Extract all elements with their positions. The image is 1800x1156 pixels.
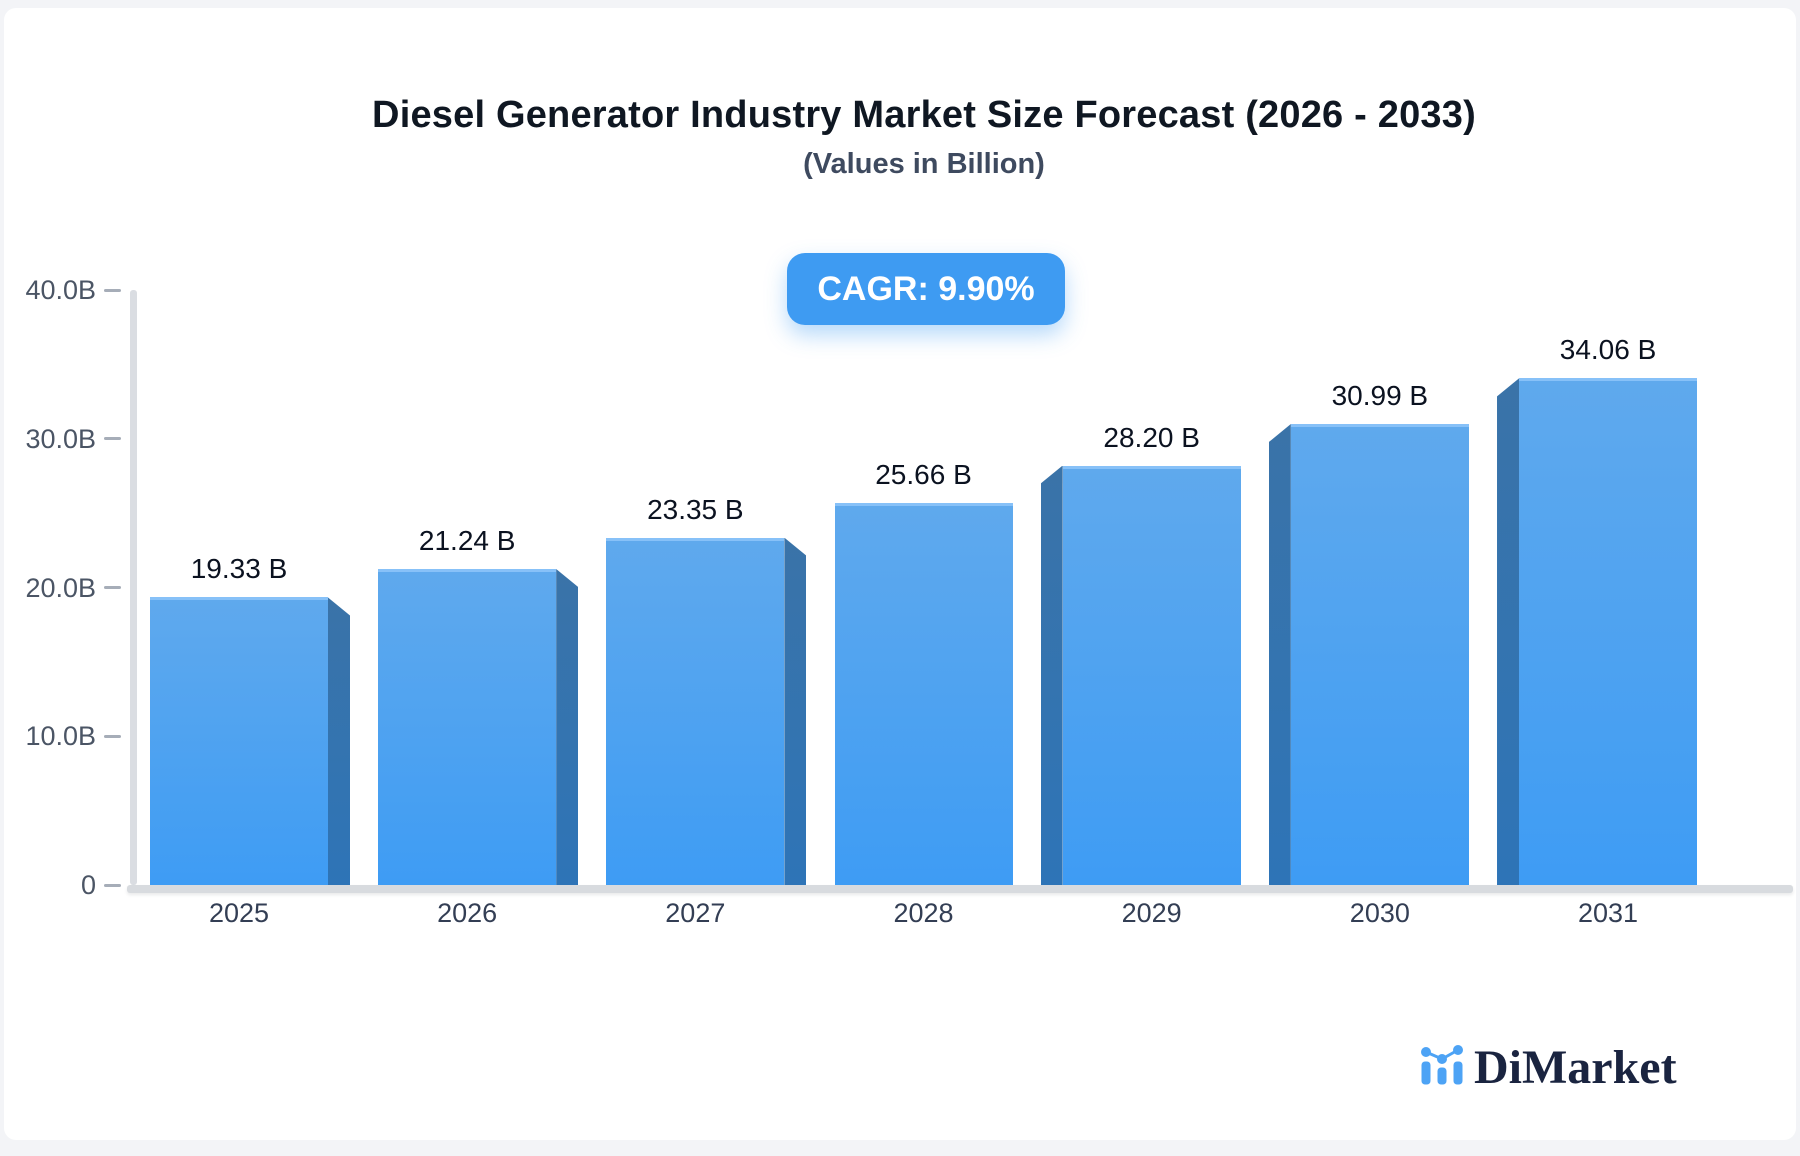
- y-axis-tick-label: 0: [80, 870, 96, 900]
- bar[interactable]: [1062, 465, 1241, 885]
- bar-value-label: 34.06 B: [1559, 334, 1657, 366]
- y-axis-tick: [104, 883, 121, 887]
- x-axis-label: 2025: [208, 898, 270, 928]
- bar[interactable]: [1290, 424, 1469, 885]
- chart-subtitle: (Values in Billion): [803, 148, 1045, 180]
- bar-side-face: [328, 597, 350, 885]
- bar-value-label: 19.33 B: [190, 553, 288, 585]
- y-axis-tick: [104, 586, 121, 589]
- bar-side-face: [1497, 378, 1520, 885]
- y-axis-tick: [104, 437, 121, 441]
- y-axis-tick-label: 20.0B: [25, 572, 96, 603]
- bar-value-label: 28.20 B: [1103, 421, 1200, 453]
- cagr-badge: CAGR: 9.90%: [787, 253, 1065, 325]
- y-axis-tick-label: 10.0B: [25, 721, 96, 752]
- bar[interactable]: [378, 569, 557, 885]
- x-axis-baseline: [127, 885, 1793, 893]
- bar[interactable]: [150, 597, 328, 885]
- brand-logo: DiMarket: [1420, 1040, 1677, 1096]
- y-axis-line: [130, 290, 137, 885]
- bar-side-face: [1268, 424, 1291, 885]
- y-axis-tick-label: 40.0B: [25, 275, 96, 305]
- bar-side-face: [1040, 465, 1063, 885]
- x-axis-label: 2027: [665, 898, 726, 928]
- y-axis-tick-label: 30.0B: [25, 423, 96, 454]
- bar[interactable]: [1519, 378, 1698, 885]
- chart-title: Diesel Generator Industry Market Size Fo…: [372, 94, 1476, 136]
- bar-value-label: 30.99 B: [1331, 380, 1429, 412]
- bar-value-label: 25.66 B: [875, 459, 972, 491]
- bar-value-label: 23.35 B: [647, 493, 744, 525]
- bar-side-face: [784, 537, 807, 885]
- bar-side-face: [556, 569, 579, 885]
- bar-value-label: 21.24 B: [418, 525, 516, 557]
- mini-bar-chart-icon: [1421, 1045, 1463, 1085]
- x-axis-label: 2030: [1349, 898, 1410, 928]
- bar[interactable]: [834, 503, 1013, 885]
- x-axis-label: 2026: [437, 898, 498, 928]
- x-axis-label: 2031: [1577, 898, 1639, 928]
- x-axis-label: 2028: [893, 898, 954, 928]
- y-axis-tick: [104, 734, 121, 738]
- y-axis-tick: [104, 288, 121, 292]
- x-axis-label: 2029: [1121, 898, 1182, 928]
- bar[interactable]: [606, 537, 785, 885]
- brand-logo-text: DiMarket: [1474, 1041, 1677, 1094]
